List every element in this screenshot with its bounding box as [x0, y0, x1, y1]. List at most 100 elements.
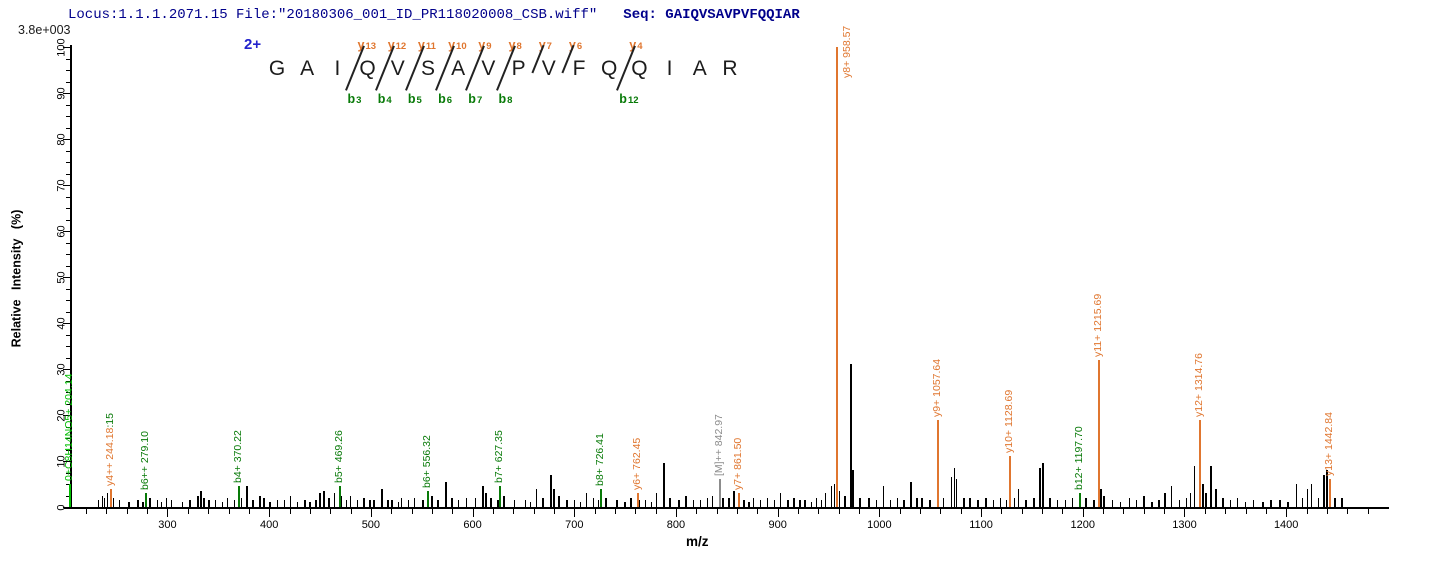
peak [1229, 500, 1231, 507]
peak [630, 497, 632, 507]
ion-letter: y [357, 38, 365, 52]
peak-y10+ [1009, 456, 1012, 507]
peak [233, 500, 236, 507]
peak-label-b7+: b7+ 627.35 [493, 430, 505, 483]
peak-y6+ [636, 493, 639, 507]
y-minor-tick [66, 495, 70, 497]
peak [445, 481, 447, 507]
x-tick-label-500: 500 [361, 519, 381, 531]
x-minor-tick [696, 508, 698, 514]
x-minor-tick [492, 508, 494, 514]
peak [160, 502, 163, 507]
peak [1279, 500, 1281, 507]
peak [1193, 465, 1196, 507]
ion-letter: y [508, 38, 516, 52]
x-major-tick [981, 508, 983, 517]
precursor-charge-label: 2+ [244, 36, 262, 53]
b-ion-label-b8: b8 [499, 90, 513, 108]
peak [678, 500, 680, 507]
peak-y11+ [1097, 359, 1100, 507]
y-minor-tick [66, 162, 70, 163]
x-major-tick [777, 508, 779, 517]
y-minor-tick [66, 242, 70, 244]
peak [1093, 500, 1095, 507]
x-minor-tick [330, 508, 332, 514]
peak [1135, 500, 1138, 507]
peak [1205, 493, 1207, 507]
residue-V-5: V [390, 57, 405, 80]
peak [1252, 500, 1255, 507]
peak [137, 500, 139, 507]
peak [1064, 500, 1067, 507]
ion-number: 11 [425, 41, 436, 52]
ion-letter: y [448, 38, 456, 52]
peak [1013, 497, 1016, 507]
residue-A-2: A [300, 57, 315, 80]
peak [373, 500, 375, 507]
peak [474, 497, 477, 507]
peak [748, 502, 750, 507]
peak [953, 467, 956, 507]
peak-label-y6+: y6+ 762.45 [631, 438, 643, 490]
peak [1215, 488, 1217, 507]
y-minor-tick [66, 484, 70, 485]
peak [1326, 470, 1328, 507]
peak [1178, 500, 1181, 507]
x-minor-tick [553, 508, 555, 514]
y-ion-label-y4: y4 [629, 36, 642, 54]
x-minor-tick [350, 508, 352, 514]
intensity-scale-label: 3.8e+003 [18, 23, 71, 37]
peak [97, 500, 100, 507]
peak [1111, 500, 1114, 507]
y-major-tick [63, 461, 70, 462]
peak [535, 488, 538, 507]
peak [315, 500, 317, 507]
y-tick-label-40: 40 [55, 317, 68, 330]
peak-label-text: y13+ 1442.84 [1322, 412, 1335, 477]
peak [156, 500, 159, 507]
y-ion-label-y11: y11 [418, 36, 436, 54]
peak [868, 497, 870, 507]
x-major-tick [370, 508, 372, 517]
x-minor-tick [208, 508, 210, 514]
peak-label-b6++: b6++ 279.10 [139, 431, 151, 490]
ion-letter: b [498, 92, 507, 106]
peak [221, 502, 224, 507]
residue-P-9: P [511, 57, 526, 80]
peak [1236, 497, 1239, 507]
peak-label-text: y10+ 1128.69 [1003, 390, 1016, 454]
peak [1301, 497, 1304, 507]
x-minor-tick [838, 508, 840, 514]
peak-b5+ [338, 486, 341, 507]
peak [955, 479, 958, 507]
peak [289, 495, 292, 507]
peak [542, 497, 544, 507]
residue-A-7: A [451, 57, 466, 80]
peak [1295, 484, 1298, 507]
x-minor-tick [716, 508, 718, 514]
y-major-tick [63, 231, 70, 232]
peak-label-text: y9+ 1057.64 [931, 358, 943, 417]
peak-label-b8+: b8+ 726.41 [594, 433, 606, 486]
ion-letter: b [619, 92, 627, 106]
peak [950, 477, 953, 507]
peak [1025, 500, 1027, 507]
b-ion-label-b5: b5 [408, 90, 422, 108]
peak [728, 497, 730, 507]
residue-G-1: G [268, 57, 286, 80]
ion-letter: b [438, 92, 446, 106]
peak-label-text: 0+C8H14NO5+ 204.14 [63, 373, 75, 481]
y-tick-label-50: 50 [55, 271, 68, 284]
peak [283, 500, 286, 507]
ion-letter: b [377, 92, 386, 106]
ion-number: 7 [476, 95, 483, 106]
peak-label-[M]++: [M]++ 842.97 [713, 415, 725, 477]
peak [345, 500, 348, 507]
x-minor-tick [614, 508, 616, 514]
residue-I-14: I [666, 57, 673, 80]
peak-y7+ [737, 493, 740, 507]
y-minor-tick [66, 426, 70, 428]
y-minor-tick [66, 300, 70, 301]
peak [992, 500, 995, 507]
peak [197, 495, 199, 507]
